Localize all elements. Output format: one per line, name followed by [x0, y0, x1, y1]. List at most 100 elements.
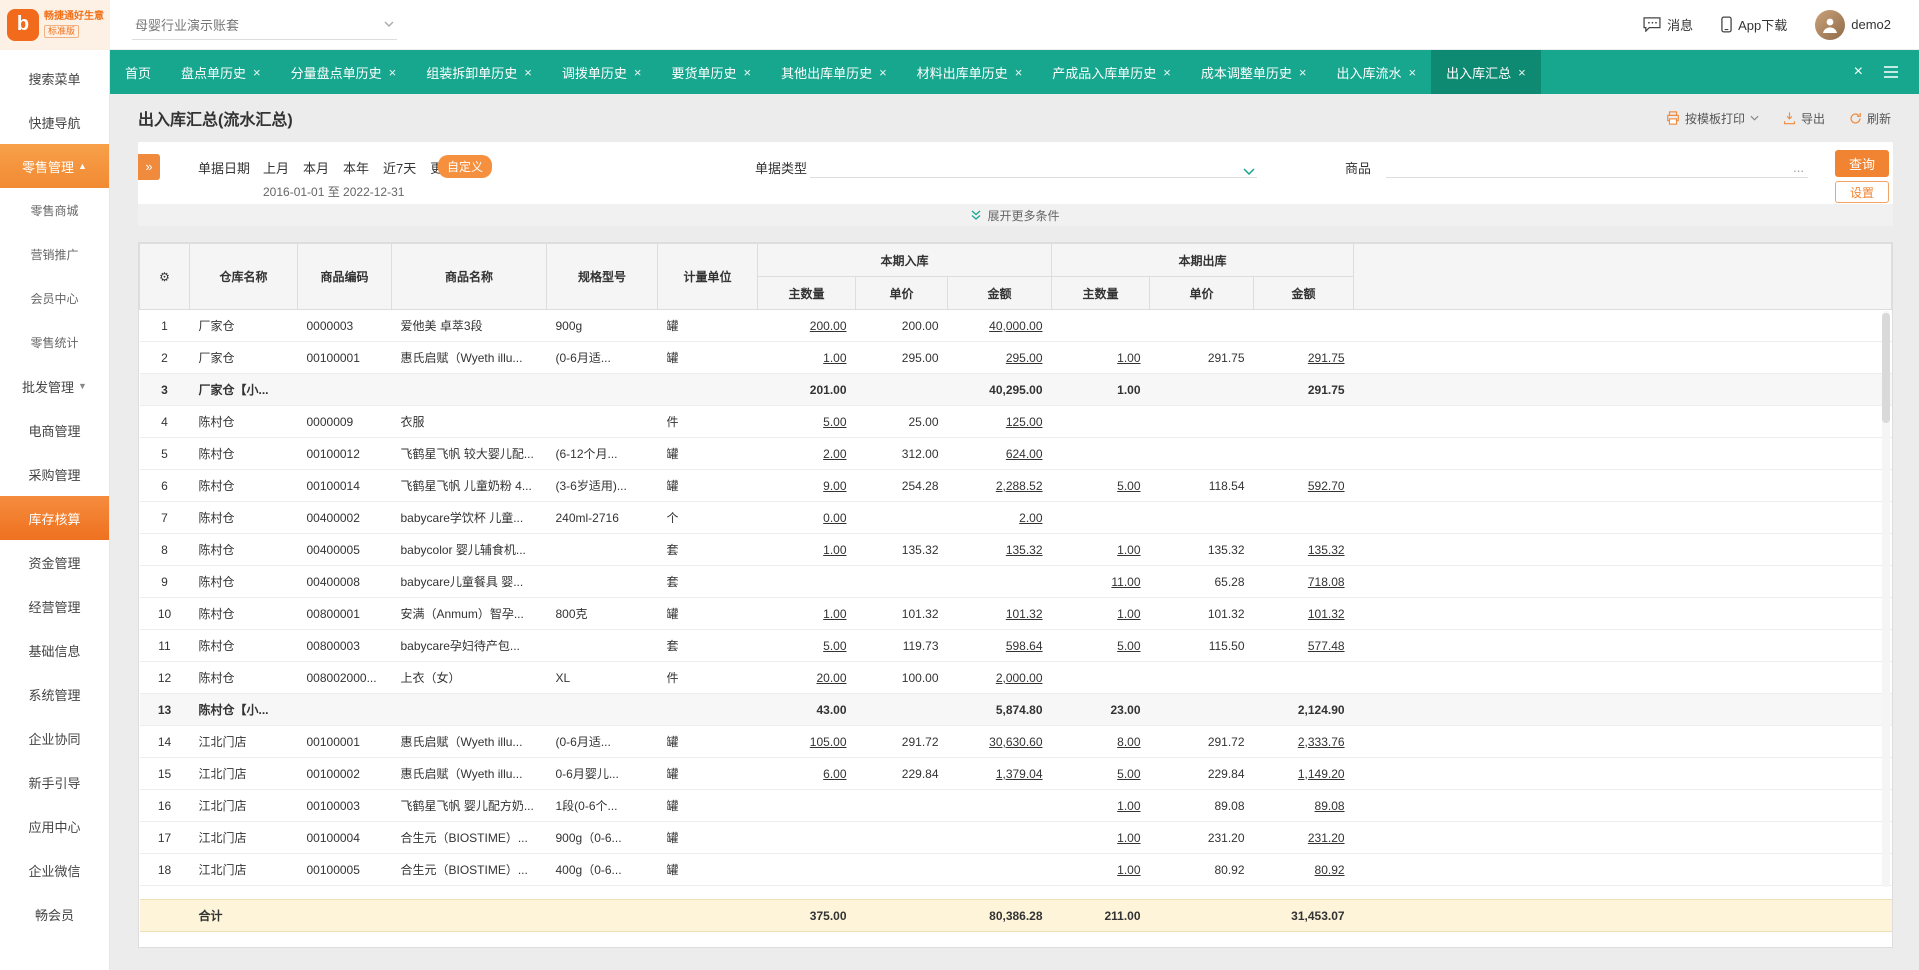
- cell-out-amount[interactable]: 101.32: [1253, 597, 1354, 630]
- sidebar-item[interactable]: 经营管理: [0, 584, 109, 628]
- tab-close-icon[interactable]: ×: [388, 64, 397, 80]
- search-button[interactable]: 查询: [1835, 150, 1889, 177]
- col-out-price[interactable]: 单价: [1149, 276, 1255, 310]
- tab[interactable]: 组装拆卸单历史 ×: [411, 50, 547, 94]
- tab-close-icon[interactable]: ×: [253, 64, 261, 80]
- cell-in-qty[interactable]: 20.00: [757, 661, 856, 694]
- collapse-filter-button[interactable]: »: [138, 154, 160, 180]
- cell-out-amount[interactable]: 231.20: [1253, 821, 1354, 854]
- cell-out-amount[interactable]: 89.08: [1253, 789, 1354, 822]
- cell-in-qty[interactable]: 1.00: [757, 341, 856, 374]
- cell-out-qty[interactable]: 5.00: [1051, 469, 1150, 502]
- col-spec[interactable]: 规格型号: [546, 243, 658, 310]
- tab[interactable]: 产成品入库单历史 ×: [1037, 50, 1186, 94]
- cell-in-qty[interactable]: 2.00: [757, 437, 856, 470]
- cell-in-qty[interactable]: 1.00: [757, 533, 856, 566]
- col-out-qty[interactable]: 主数量: [1051, 276, 1151, 310]
- date-preset-link[interactable]: 上月: [263, 161, 290, 176]
- export-button[interactable]: 导出: [1783, 110, 1825, 127]
- cell-in-qty[interactable]: 6.00: [757, 757, 856, 790]
- cell-in-amount[interactable]: 125.00: [947, 405, 1052, 438]
- sidebar-item[interactable]: 畅会员: [0, 892, 109, 936]
- cell-in-amount[interactable]: 2,000.00: [947, 661, 1052, 694]
- tab-close-icon[interactable]: ×: [524, 64, 532, 80]
- sidebar-item[interactable]: 零售管理 ▲: [0, 144, 109, 188]
- cell-in-qty[interactable]: 0.00: [757, 501, 856, 534]
- cell-in-qty[interactable]: 105.00: [757, 725, 856, 758]
- sidebar-item[interactable]: 快捷导航: [0, 100, 109, 144]
- cell-out-qty[interactable]: 5.00: [1051, 629, 1150, 662]
- tab[interactable]: 要货单历史 ×: [656, 50, 766, 94]
- date-preset-link[interactable]: 近7天: [383, 161, 417, 176]
- tab-menu-icon[interactable]: [1883, 66, 1899, 78]
- col-code[interactable]: 商品编码: [297, 243, 392, 310]
- date-preset-link[interactable]: 本月: [303, 161, 330, 176]
- cell-in-amount[interactable]: 40,000.00: [947, 309, 1052, 342]
- cell-in-amount[interactable]: 598.64: [947, 629, 1052, 662]
- sidebar-item[interactable]: 企业微信: [0, 848, 109, 892]
- product-input[interactable]: ...: [1386, 154, 1808, 178]
- sidebar-item[interactable]: 新手引导: [0, 760, 109, 804]
- sidebar-item[interactable]: 会员中心: [0, 276, 109, 320]
- col-name[interactable]: 商品名称: [391, 243, 547, 310]
- cell-in-amount[interactable]: 2.00: [947, 501, 1052, 534]
- sidebar-item[interactable]: 企业协同: [0, 716, 109, 760]
- cell-out-amount[interactable]: 291.75: [1253, 341, 1354, 374]
- sidebar-item[interactable]: 采购管理: [0, 452, 109, 496]
- tab-close-icon[interactable]: ×: [1518, 64, 1526, 80]
- tab-close-icon[interactable]: ×: [1163, 64, 1171, 80]
- col-warehouse[interactable]: 仓库名称: [189, 243, 298, 310]
- col-in-qty[interactable]: 主数量: [757, 276, 856, 310]
- cell-in-amount[interactable]: 135.32: [947, 533, 1052, 566]
- cell-out-qty[interactable]: 1.00: [1051, 821, 1150, 854]
- tab[interactable]: 成本调整单历史 ×: [1186, 50, 1322, 94]
- tab[interactable]: 其他出库单历史 ×: [766, 50, 902, 94]
- sidebar-item[interactable]: 营销推广: [0, 232, 109, 276]
- tab[interactable]: 盘点单历史 ×: [166, 50, 276, 94]
- cell-in-amount[interactable]: 1,379.04: [947, 757, 1052, 790]
- sidebar-item[interactable]: 应用中心: [0, 804, 109, 848]
- refresh-button[interactable]: 刷新: [1849, 110, 1891, 127]
- close-all-tabs-icon[interactable]: ×: [1853, 63, 1863, 80]
- cell-in-amount[interactable]: 624.00: [947, 437, 1052, 470]
- cell-out-amount[interactable]: 577.48: [1253, 629, 1354, 662]
- cell-in-amount[interactable]: 295.00: [947, 341, 1052, 374]
- sidebar-item[interactable]: 批发管理 ▼: [0, 364, 109, 408]
- tab-close-icon[interactable]: ×: [633, 64, 642, 80]
- print-by-template-button[interactable]: 按模板打印: [1666, 110, 1759, 127]
- sidebar-item[interactable]: 零售商城: [0, 188, 109, 232]
- user-menu[interactable]: demo2: [1815, 9, 1891, 40]
- settings-button[interactable]: 设置: [1835, 181, 1889, 203]
- cell-in-qty[interactable]: 5.00: [757, 629, 856, 662]
- cell-out-qty[interactable]: 5.00: [1051, 757, 1150, 790]
- tab[interactable]: 出入库流水 ×: [1322, 50, 1432, 94]
- col-unit[interactable]: 计量单位: [657, 243, 758, 310]
- cell-in-qty[interactable]: 9.00: [757, 469, 856, 502]
- date-preset-link[interactable]: 本年: [343, 161, 370, 176]
- tab[interactable]: 分量盘点单历史 ×: [276, 50, 412, 94]
- cell-out-qty[interactable]: 1.00: [1051, 597, 1150, 630]
- col-in-amount[interactable]: 金额: [946, 276, 1053, 310]
- cell-in-amount[interactable]: 2,288.52: [947, 469, 1052, 502]
- tab[interactable]: 出入库汇总 ×: [1431, 50, 1541, 94]
- tab-close-icon[interactable]: ×: [1298, 64, 1307, 80]
- cell-out-qty[interactable]: 1.00: [1051, 533, 1150, 566]
- more-ellipsis[interactable]: ...: [1793, 160, 1804, 175]
- tab[interactable]: 首页: [110, 50, 166, 94]
- sidebar-item[interactable]: 资金管理: [0, 540, 109, 584]
- tab[interactable]: 材料出库单历史 ×: [902, 50, 1038, 94]
- cell-in-qty[interactable]: 200.00: [757, 309, 856, 342]
- sidebar-item[interactable]: 库存核算: [0, 496, 109, 540]
- sidebar-item[interactable]: 系统管理: [0, 672, 109, 716]
- cell-out-amount[interactable]: 135.32: [1253, 533, 1354, 566]
- date-range-value[interactable]: 2016-01-01 至 2022-12-31: [263, 185, 405, 199]
- tab-close-icon[interactable]: ×: [1014, 64, 1023, 80]
- cell-out-amount[interactable]: 592.70: [1253, 469, 1354, 502]
- cell-out-qty[interactable]: 1.00: [1051, 853, 1150, 886]
- cell-out-amount[interactable]: 1,149.20: [1253, 757, 1354, 790]
- column-settings[interactable]: ⚙: [139, 243, 190, 310]
- expand-more-conditions[interactable]: 展开更多条件: [138, 204, 1893, 226]
- col-in-price[interactable]: 单价: [855, 276, 948, 310]
- logo[interactable]: b 畅捷通好生意 标准版: [0, 0, 110, 50]
- cell-in-amount[interactable]: 30,630.60: [947, 725, 1052, 758]
